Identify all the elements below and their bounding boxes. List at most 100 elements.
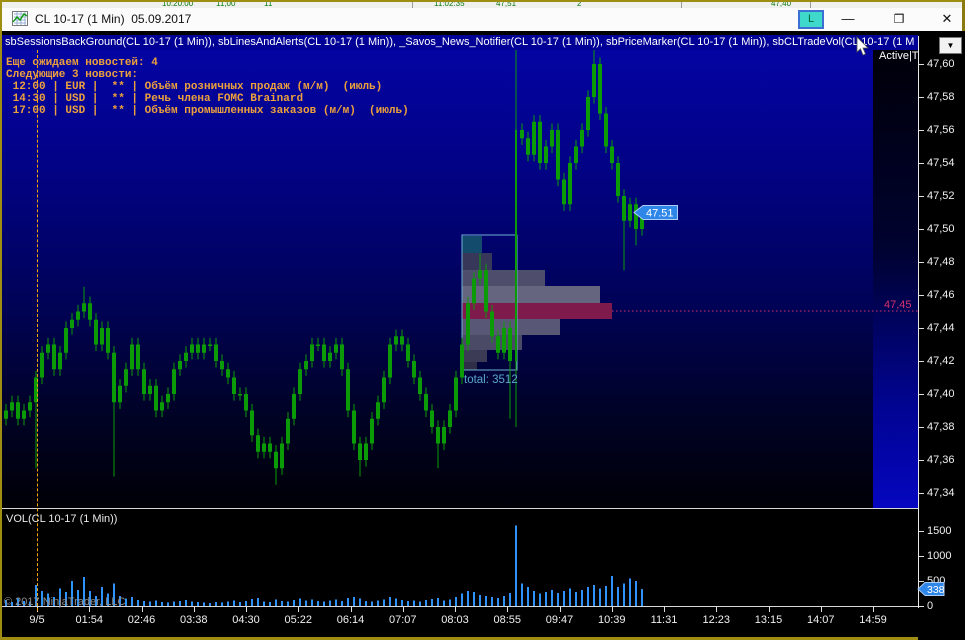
volume-bar: [461, 593, 463, 606]
time-tick: [350, 607, 352, 612]
price-tick-label: 47,58: [927, 91, 955, 103]
volume-bar: [395, 598, 397, 606]
candle-body: [496, 336, 500, 353]
candle-body: [538, 121, 542, 163]
candle-body: [208, 344, 212, 346]
volume-bar: [41, 591, 43, 606]
volume-bar: [53, 597, 55, 606]
price-tick: [918, 130, 924, 131]
candle-body: [412, 361, 416, 378]
time-tick-label: 08:03: [441, 614, 469, 626]
volume-bar: [437, 598, 439, 606]
candle-body: [358, 443, 362, 460]
candle-body: [148, 385, 152, 394]
volume-bar: [191, 601, 193, 606]
price-tick: [918, 196, 924, 197]
volume-bar: [329, 600, 331, 606]
link-button[interactable]: L: [798, 10, 824, 29]
maximize-button[interactable]: ❒: [893, 12, 905, 26]
candle-body: [610, 146, 614, 163]
candle-body: [160, 402, 164, 411]
volume-bar: [143, 601, 145, 606]
volume-bar: [71, 581, 73, 606]
volume-tick-label: 1000: [927, 550, 952, 562]
candle-body: [424, 394, 428, 411]
news-line: 14:30 | USD | ** | Речь члена FOMC Brain…: [6, 93, 304, 105]
time-tick-label: 13:15: [754, 614, 783, 626]
volume-bar: [401, 600, 403, 606]
candle-body: [598, 64, 602, 114]
candle-body: [16, 402, 20, 419]
close-button[interactable]: ✕: [941, 11, 953, 26]
background-cell-text: 47,51: [496, 2, 517, 8]
candle-body: [634, 204, 638, 229]
volume-bar: [563, 591, 565, 606]
price-tick-label: 47,40: [927, 388, 955, 400]
time-tick: [507, 607, 509, 612]
volume-bar: [467, 591, 469, 606]
background-cell-divider: [681, 2, 682, 8]
volume-bar: [89, 591, 91, 606]
candle-body: [430, 410, 434, 427]
candle-body: [220, 361, 224, 370]
candle-body: [190, 344, 194, 353]
candle-body: [82, 303, 86, 312]
candle-body: [124, 369, 128, 386]
candle-body: [364, 443, 368, 460]
volume-tick: [918, 531, 924, 532]
background-cell-text: 11,00: [216, 2, 236, 8]
time-tick: [559, 607, 561, 612]
price-axis[interactable]: 47,60 47,58 47,56 47,54 47,52 47,50 47,48 47,46…: [918, 31, 965, 640]
volume-bar: [587, 587, 589, 606]
time-tick-label: 02:46: [127, 614, 156, 626]
candle-body: [322, 344, 326, 361]
candle-body: [556, 130, 560, 180]
volume-bar: [23, 601, 25, 606]
candle-body: [118, 385, 122, 403]
candlestick-chart[interactable]: total: 3512: [2, 36, 918, 508]
volume-bar: [197, 602, 199, 606]
candle-body: [4, 410, 8, 419]
volume-bar: [17, 598, 19, 606]
time-tick-label: 10:39: [597, 614, 626, 626]
volume-bar: [131, 597, 133, 606]
volume-bar: [257, 598, 259, 606]
price-tick-label: 47,38: [927, 421, 955, 433]
candle-body: [196, 344, 200, 353]
candle-body: [370, 418, 374, 444]
candle-body: [568, 163, 572, 205]
volume-bar: [617, 587, 619, 606]
candle-body: [580, 130, 584, 147]
candle-body: [214, 344, 218, 361]
axis-divider: [918, 36, 919, 608]
volume-bar: [65, 592, 67, 606]
volume-zero-line: [2, 606, 918, 607]
indicator-list[interactable]: sbSessionsBackGround(CL 10-17 (1 Min)), …: [2, 35, 965, 50]
time-tick-label: 11:31: [650, 614, 678, 626]
candle-body: [280, 443, 284, 469]
window-title: CL 10-17 (1 Min) 05.09.2017: [35, 12, 192, 26]
time-tick-label: 01:54: [75, 614, 104, 626]
time-tick: [298, 607, 300, 612]
volume-bar: [503, 596, 505, 606]
price-tick-label: 47,36: [927, 454, 955, 466]
title-bar[interactable]: CL 10-17 (1 Min) 05.09.2017 L — ❒ ✕: [2, 8, 962, 31]
time-tick: [402, 607, 404, 612]
minimize-button[interactable]: —: [841, 11, 855, 26]
volume-bar: [95, 596, 97, 606]
volume-bar: [161, 602, 163, 606]
volume-bar: [347, 598, 349, 606]
panel-divider[interactable]: [2, 508, 918, 509]
volume-bar: [473, 592, 475, 606]
price-tick: [918, 361, 924, 362]
price-tick-label: 47,48: [927, 256, 955, 268]
background-cell-text: 11:02:35: [434, 2, 465, 8]
volume-bar: [77, 590, 79, 606]
candle-body: [310, 344, 314, 361]
candle-body: [274, 451, 278, 469]
chart-dropdown-button[interactable]: ▼: [939, 37, 962, 54]
volume-bar: [263, 601, 265, 606]
candle-body: [106, 328, 110, 353]
volume-chart[interactable]: [2, 509, 918, 606]
candle-body: [490, 311, 494, 337]
